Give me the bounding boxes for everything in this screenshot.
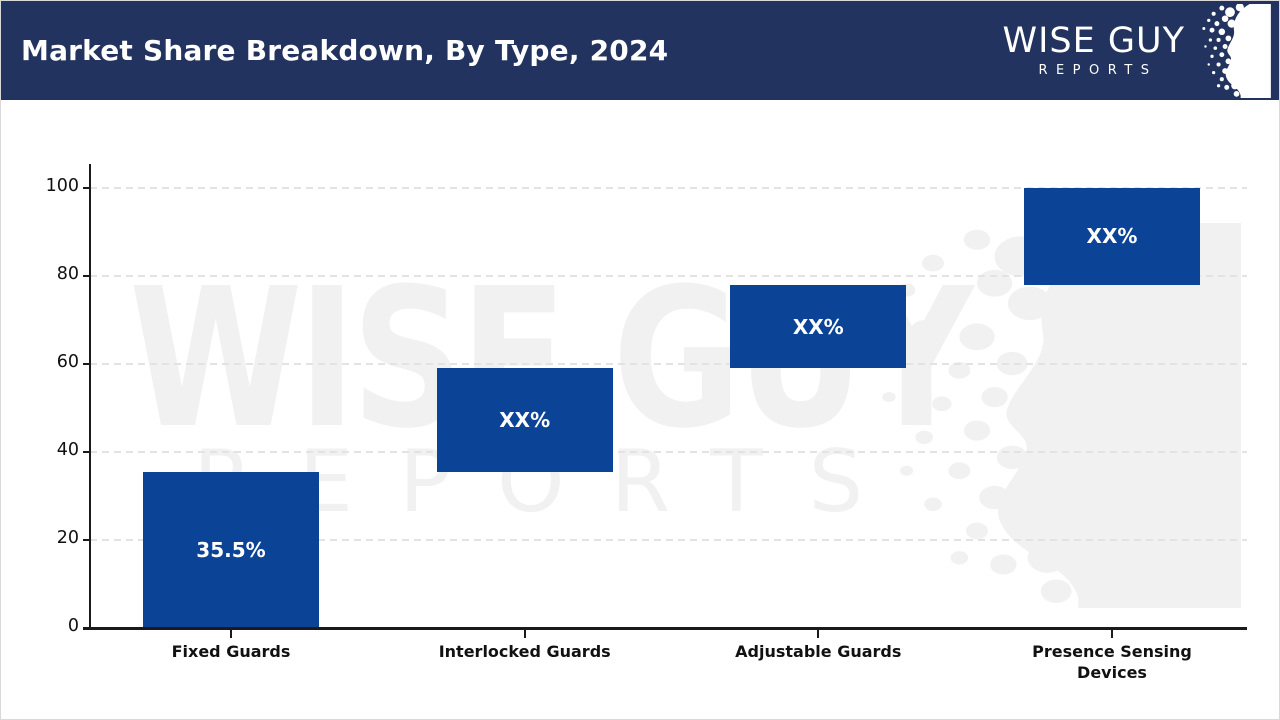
y-tick [83,187,90,189]
bar: 35.5% [143,471,319,628]
gridline [90,451,1247,453]
gridline [90,187,1247,189]
page-title: Market Share Breakdown, By Type, 2024 [21,34,669,67]
bar: XX% [1024,188,1200,285]
x-tick [230,630,232,638]
x-tick [523,630,526,638]
x-axis-line [83,627,1247,630]
x-tick [1111,630,1113,638]
wise-guy-logo: WISE GUY REPORTS [1002,3,1271,98]
face-profile-icon [1202,3,1271,98]
y-tick-label: 100 [45,176,79,196]
x-category-label: Presence Sensing Devices [1032,642,1192,682]
bar-value-label: XX% [792,314,844,339]
x-category-label: Interlocked Guards [438,642,611,661]
y-tick-label: 40 [56,440,79,460]
logo-wise-guy-text: WISE GUY [1002,20,1185,61]
x-tick [817,630,820,638]
y-tick [83,539,90,541]
x-category-label: Adjustable Guards [735,642,902,661]
gridline [90,539,1247,541]
y-tick-label: 60 [56,352,79,372]
bar-value-label: 35.5% [196,537,266,562]
y-axis-line [89,164,91,630]
bar-value-label: XX% [1086,224,1138,249]
gridline [90,275,1247,277]
y-tick [83,363,90,365]
bar-value-label: XX% [499,408,551,433]
header-bar: Market Share Breakdown, By Type, 2024 WI… [1,1,1279,100]
logo-reports-text: REPORTS [1038,62,1158,78]
y-tick-label: 20 [56,528,79,548]
y-tick-label: 80 [56,264,79,284]
y-tick [83,275,90,277]
logo-wordmark: WISE GUY REPORTS [1002,20,1185,78]
x-category-label: Fixed Guards [171,642,291,661]
y-tick [83,451,90,453]
bar: XX% [436,368,613,472]
bar: XX% [730,284,907,369]
gridline [90,363,1247,365]
y-tick-label: 0 [67,616,79,636]
